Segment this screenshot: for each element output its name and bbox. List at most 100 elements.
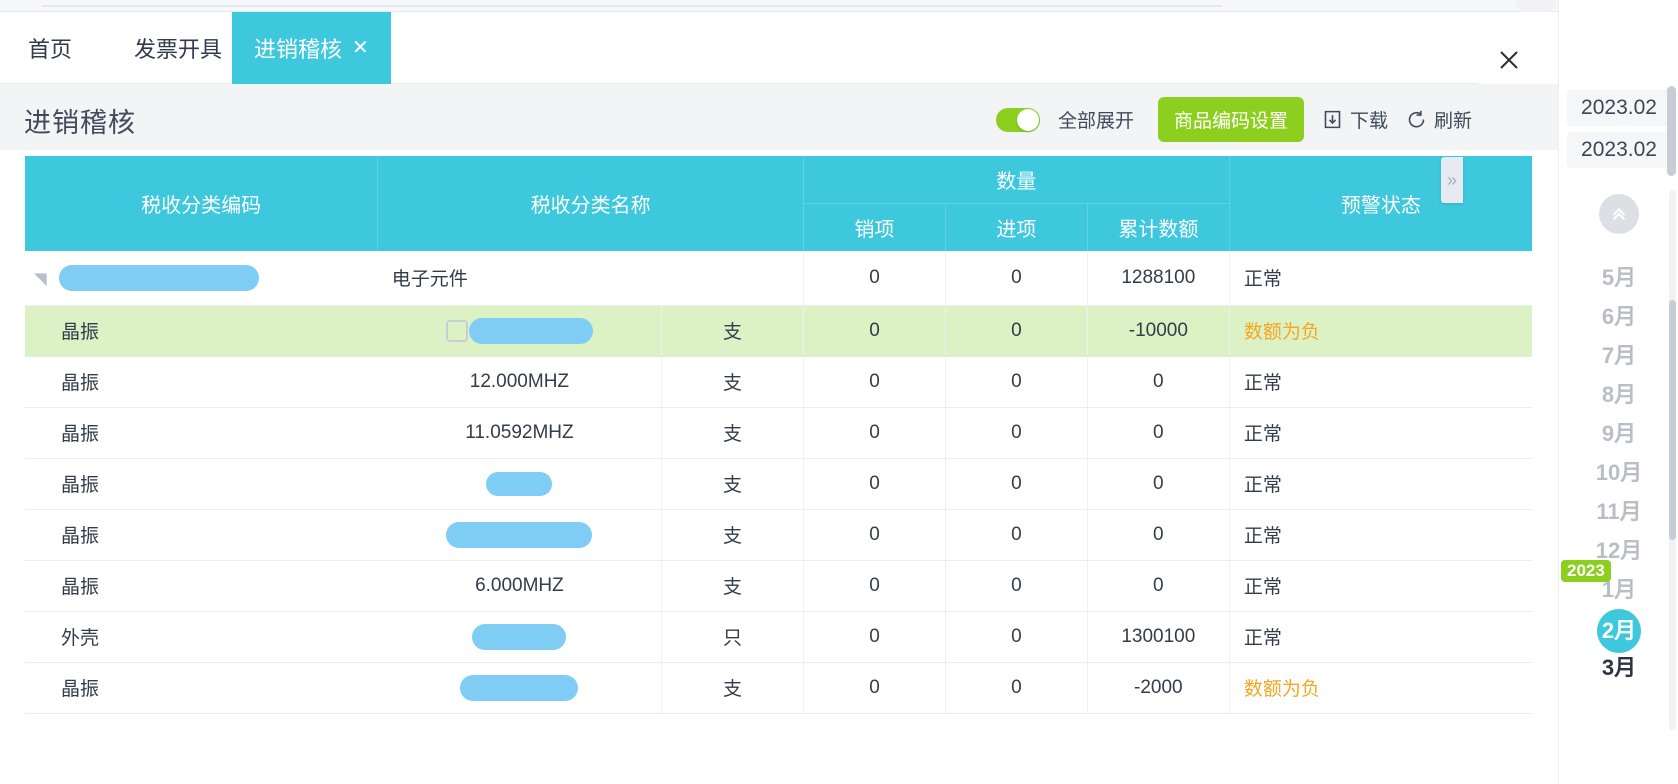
cell-unit: 只 [661, 611, 804, 663]
table-head: 税收分类编码 税收分类名称 数量 预警状态 销项 进项 累计数额 [25, 156, 1532, 251]
redacted-name [486, 471, 553, 496]
page-scrollbar-thumb[interactable] [1667, 86, 1676, 176]
redacted-name [446, 521, 593, 548]
tab-home[interactable]: 首页 [6, 12, 94, 84]
cell-status: 正常 [1228, 251, 1532, 306]
page-title: 进销稽核 [24, 108, 136, 138]
scroll-up-button[interactable] [1599, 194, 1639, 234]
tab-audit-close-icon[interactable]: ✕ [352, 37, 369, 59]
header-row-1: 税收分类编码 税收分类名称 数量 预警状态 [25, 156, 1532, 251]
cell-unit: 支 [661, 458, 804, 510]
col-header-status: 预警状态 [1229, 156, 1532, 251]
cell-sales: 0 [803, 560, 946, 612]
audit-table: 税收分类编码 税收分类名称 数量 预警状态 销项 进项 累计数额 [25, 156, 1532, 714]
month-label: 5月 [1601, 265, 1637, 290]
month-label: 9月 [1601, 421, 1637, 446]
cell-sales: 0 [803, 458, 946, 510]
cell-purchase: 0 [944, 662, 1088, 714]
col-header-sales: 销项 [803, 203, 946, 251]
cell-purchase: 0 [944, 560, 1088, 612]
cell-name [377, 305, 662, 357]
product-code-settings-button[interactable]: 商品编码设置 [1157, 97, 1304, 142]
tab-bar: 首页 发票开具 ✕ 进销稽核 ✕ [0, 12, 1678, 96]
cell-purchase: 0 [944, 458, 1088, 510]
month-label: 7月 [1601, 343, 1637, 368]
month-label: 3月 [1601, 655, 1637, 680]
cell-status: 数额为负 [1228, 662, 1532, 714]
table-row[interactable]: 电子元件 0 0 1288100 正常 [25, 251, 1532, 306]
month-item-9[interactable]: 9月 [1559, 414, 1678, 453]
chevron-double-up-icon [1608, 203, 1630, 225]
month-item-12[interactable]: 12月 [1559, 531, 1678, 570]
cell-cumulative: 1288100 [1086, 251, 1230, 306]
cell-status: 正常 [1228, 560, 1532, 612]
table-row[interactable]: 晶振 6.000MHZ 支 0 0 0 正常 [25, 560, 1532, 612]
date-chip-start[interactable]: 2023.02 [1567, 90, 1671, 126]
collapse-triangle-icon[interactable] [33, 266, 54, 286]
redacted-name [469, 317, 594, 344]
rail-scrollbar-thumb[interactable] [1669, 300, 1676, 540]
table-row[interactable]: 晶振 支 0 0 0 正常 [25, 509, 1532, 561]
cell-name: 6.000MHZ [377, 560, 662, 612]
download-button[interactable]: 下载 [1322, 106, 1388, 133]
cell-status: 数额为负 [1228, 305, 1532, 357]
month-item-8[interactable]: 8月 [1559, 375, 1678, 414]
download-label: 下载 [1349, 111, 1388, 132]
month-item-5[interactable]: 5月 [1559, 258, 1678, 297]
cell-unit: 支 [661, 356, 804, 408]
col-header-cumulative: 累计数额 [1087, 203, 1230, 251]
table-row[interactable]: 外壳 只 0 0 1300100 正常 [25, 611, 1532, 663]
table-row[interactable]: 晶振 11.0592MHZ 支 0 0 0 正常 [25, 407, 1532, 459]
month-item-11[interactable]: 11月 [1559, 492, 1678, 531]
cell-purchase: 0 [944, 611, 1088, 663]
table-row[interactable]: 晶振 12.000MHZ 支 0 0 0 正常 [25, 356, 1532, 408]
refresh-button[interactable]: 刷新 [1406, 106, 1472, 133]
cell-code: 晶振 [25, 509, 378, 561]
redacted-name [472, 623, 567, 650]
cell-purchase: 0 [944, 509, 1088, 561]
tab-audit[interactable]: 进销稽核 ✕ [232, 12, 391, 84]
cell-unit: 支 [661, 509, 804, 561]
date-chip-end[interactable]: 2023.02 [1567, 132, 1671, 168]
download-icon [1322, 109, 1343, 130]
cell-cumulative: 0 [1086, 458, 1230, 510]
month-item-10[interactable]: 10月 [1559, 453, 1678, 492]
month-item-3[interactable]: 3月 [1559, 648, 1678, 687]
cell-status: 正常 [1228, 458, 1532, 510]
cell-name [377, 458, 662, 510]
cell-cumulative: 1300100 [1086, 611, 1230, 663]
cell-status: 正常 [1228, 509, 1532, 561]
month-item-1[interactable]: 2023 1月 [1559, 560, 1678, 609]
table-row[interactable]: 晶振 支 0 0 0 正常 [25, 458, 1532, 510]
col-header-quantity: 数量 [803, 156, 1230, 204]
cell-cumulative: -2000 [1086, 662, 1230, 714]
cell-name: 12.000MHZ [377, 356, 662, 408]
expand-all-label: 全部展开 [1057, 111, 1134, 132]
table-row[interactable]: 晶振 支 0 0 -10000 数额为负 [25, 305, 1532, 357]
cell-name [377, 662, 662, 714]
month-label: 12月 [1595, 538, 1643, 563]
cell-status: 正常 [1228, 611, 1532, 663]
expand-all-toggle[interactable] [995, 107, 1040, 132]
audit-table-container: 税收分类编码 税收分类名称 数量 预警状态 销项 进项 累计数额 [0, 150, 1558, 784]
cell-purchase: 0 [944, 305, 1088, 357]
col-header-purchase: 进项 [945, 203, 1088, 251]
window-top-strip [0, 0, 1678, 14]
tab-invoice-label: 发票开具 [134, 37, 223, 62]
header-toolbar: 全部展开 商品编码设置 下载 刷新 [995, 97, 1472, 142]
cell-purchase: 0 [944, 356, 1088, 408]
tab-home-label: 首页 [28, 37, 73, 62]
month-item-2[interactable]: 2月 [1559, 609, 1678, 653]
refresh-label: 刷新 [1433, 111, 1472, 132]
cell-code [25, 251, 378, 306]
month-label: 6月 [1601, 304, 1637, 329]
month-label: 2月 [1597, 609, 1641, 653]
table-row[interactable]: 晶振 支 0 0 -2000 数额为负 [25, 662, 1532, 714]
panel-collapse-handle[interactable]: » [1441, 157, 1463, 203]
cell-sales: 0 [803, 407, 946, 459]
cell-code: 晶振 [25, 560, 378, 612]
month-item-7[interactable]: 7月 [1559, 336, 1678, 375]
month-item-6[interactable]: 6月 [1559, 297, 1678, 336]
cell-sales: 0 [803, 251, 946, 306]
